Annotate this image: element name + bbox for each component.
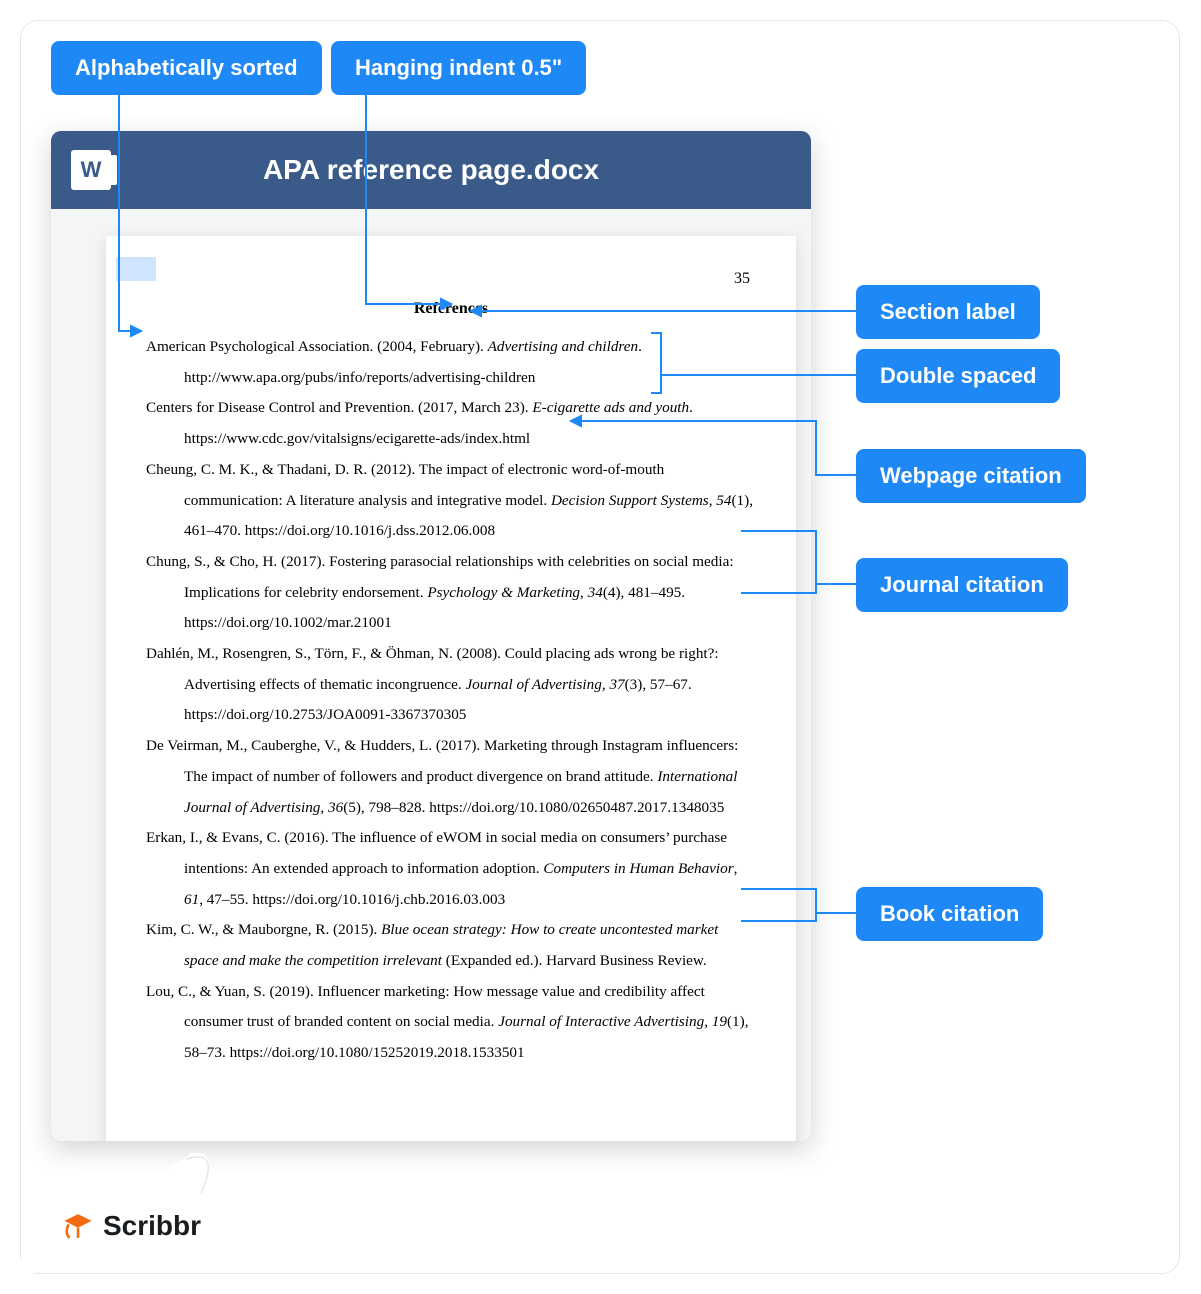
callout-double-spaced: Double spaced	[856, 349, 1060, 403]
scribbr-logo: Scribbr	[61, 1209, 201, 1243]
reference-entry: Erkan, I., & Evans, C. (2016). The influ…	[146, 823, 756, 915]
callout-section-label: Section label	[856, 285, 1040, 339]
callout-book-citation: Book citation	[856, 887, 1043, 941]
callout-webpage-citation: Webpage citation	[856, 449, 1086, 503]
document-window: W APA reference page.docx 35 References …	[51, 131, 811, 1141]
callout-hanging-indent: Hanging indent 0.5"	[331, 41, 586, 95]
reference-entry: Chung, S., & Cho, H. (2017). Fostering p…	[146, 547, 756, 639]
document-filename: APA reference page.docx	[51, 154, 811, 186]
reference-entry: Lou, C., & Yuan, S. (2019). Influencer m…	[146, 977, 756, 1069]
reference-entry: Cheung, C. M. K., & Thadani, D. R. (2012…	[146, 455, 756, 547]
page-number: 35	[734, 270, 750, 288]
logo-area: Scribbr	[21, 1163, 261, 1273]
callout-alphabetical: Alphabetically sorted	[51, 41, 322, 95]
reference-entry: De Veirman, M., Cauberghe, V., & Hudders…	[146, 731, 756, 823]
word-icon: W	[71, 150, 111, 190]
reference-entry: Centers for Disease Control and Preventi…	[146, 393, 756, 454]
references-list: American Psychological Association. (200…	[146, 332, 756, 1069]
references-heading: References	[146, 300, 756, 318]
scribbr-icon	[61, 1209, 95, 1243]
scribbr-wordmark: Scribbr	[103, 1210, 201, 1242]
reference-entry: American Psychological Association. (200…	[146, 332, 756, 393]
infographic-canvas: Alphabetically sorted Hanging indent 0.5…	[20, 20, 1180, 1274]
reference-entry: Dahlén, M., Rosengren, S., Törn, F., & Ö…	[146, 639, 756, 731]
reference-entry: Kim, C. W., & Mauborgne, R. (2015). Blue…	[146, 915, 756, 976]
document-page: 35 References American Psychological Ass…	[106, 236, 796, 1141]
titlebar: W APA reference page.docx	[51, 131, 811, 209]
callout-journal-citation: Journal citation	[856, 558, 1068, 612]
